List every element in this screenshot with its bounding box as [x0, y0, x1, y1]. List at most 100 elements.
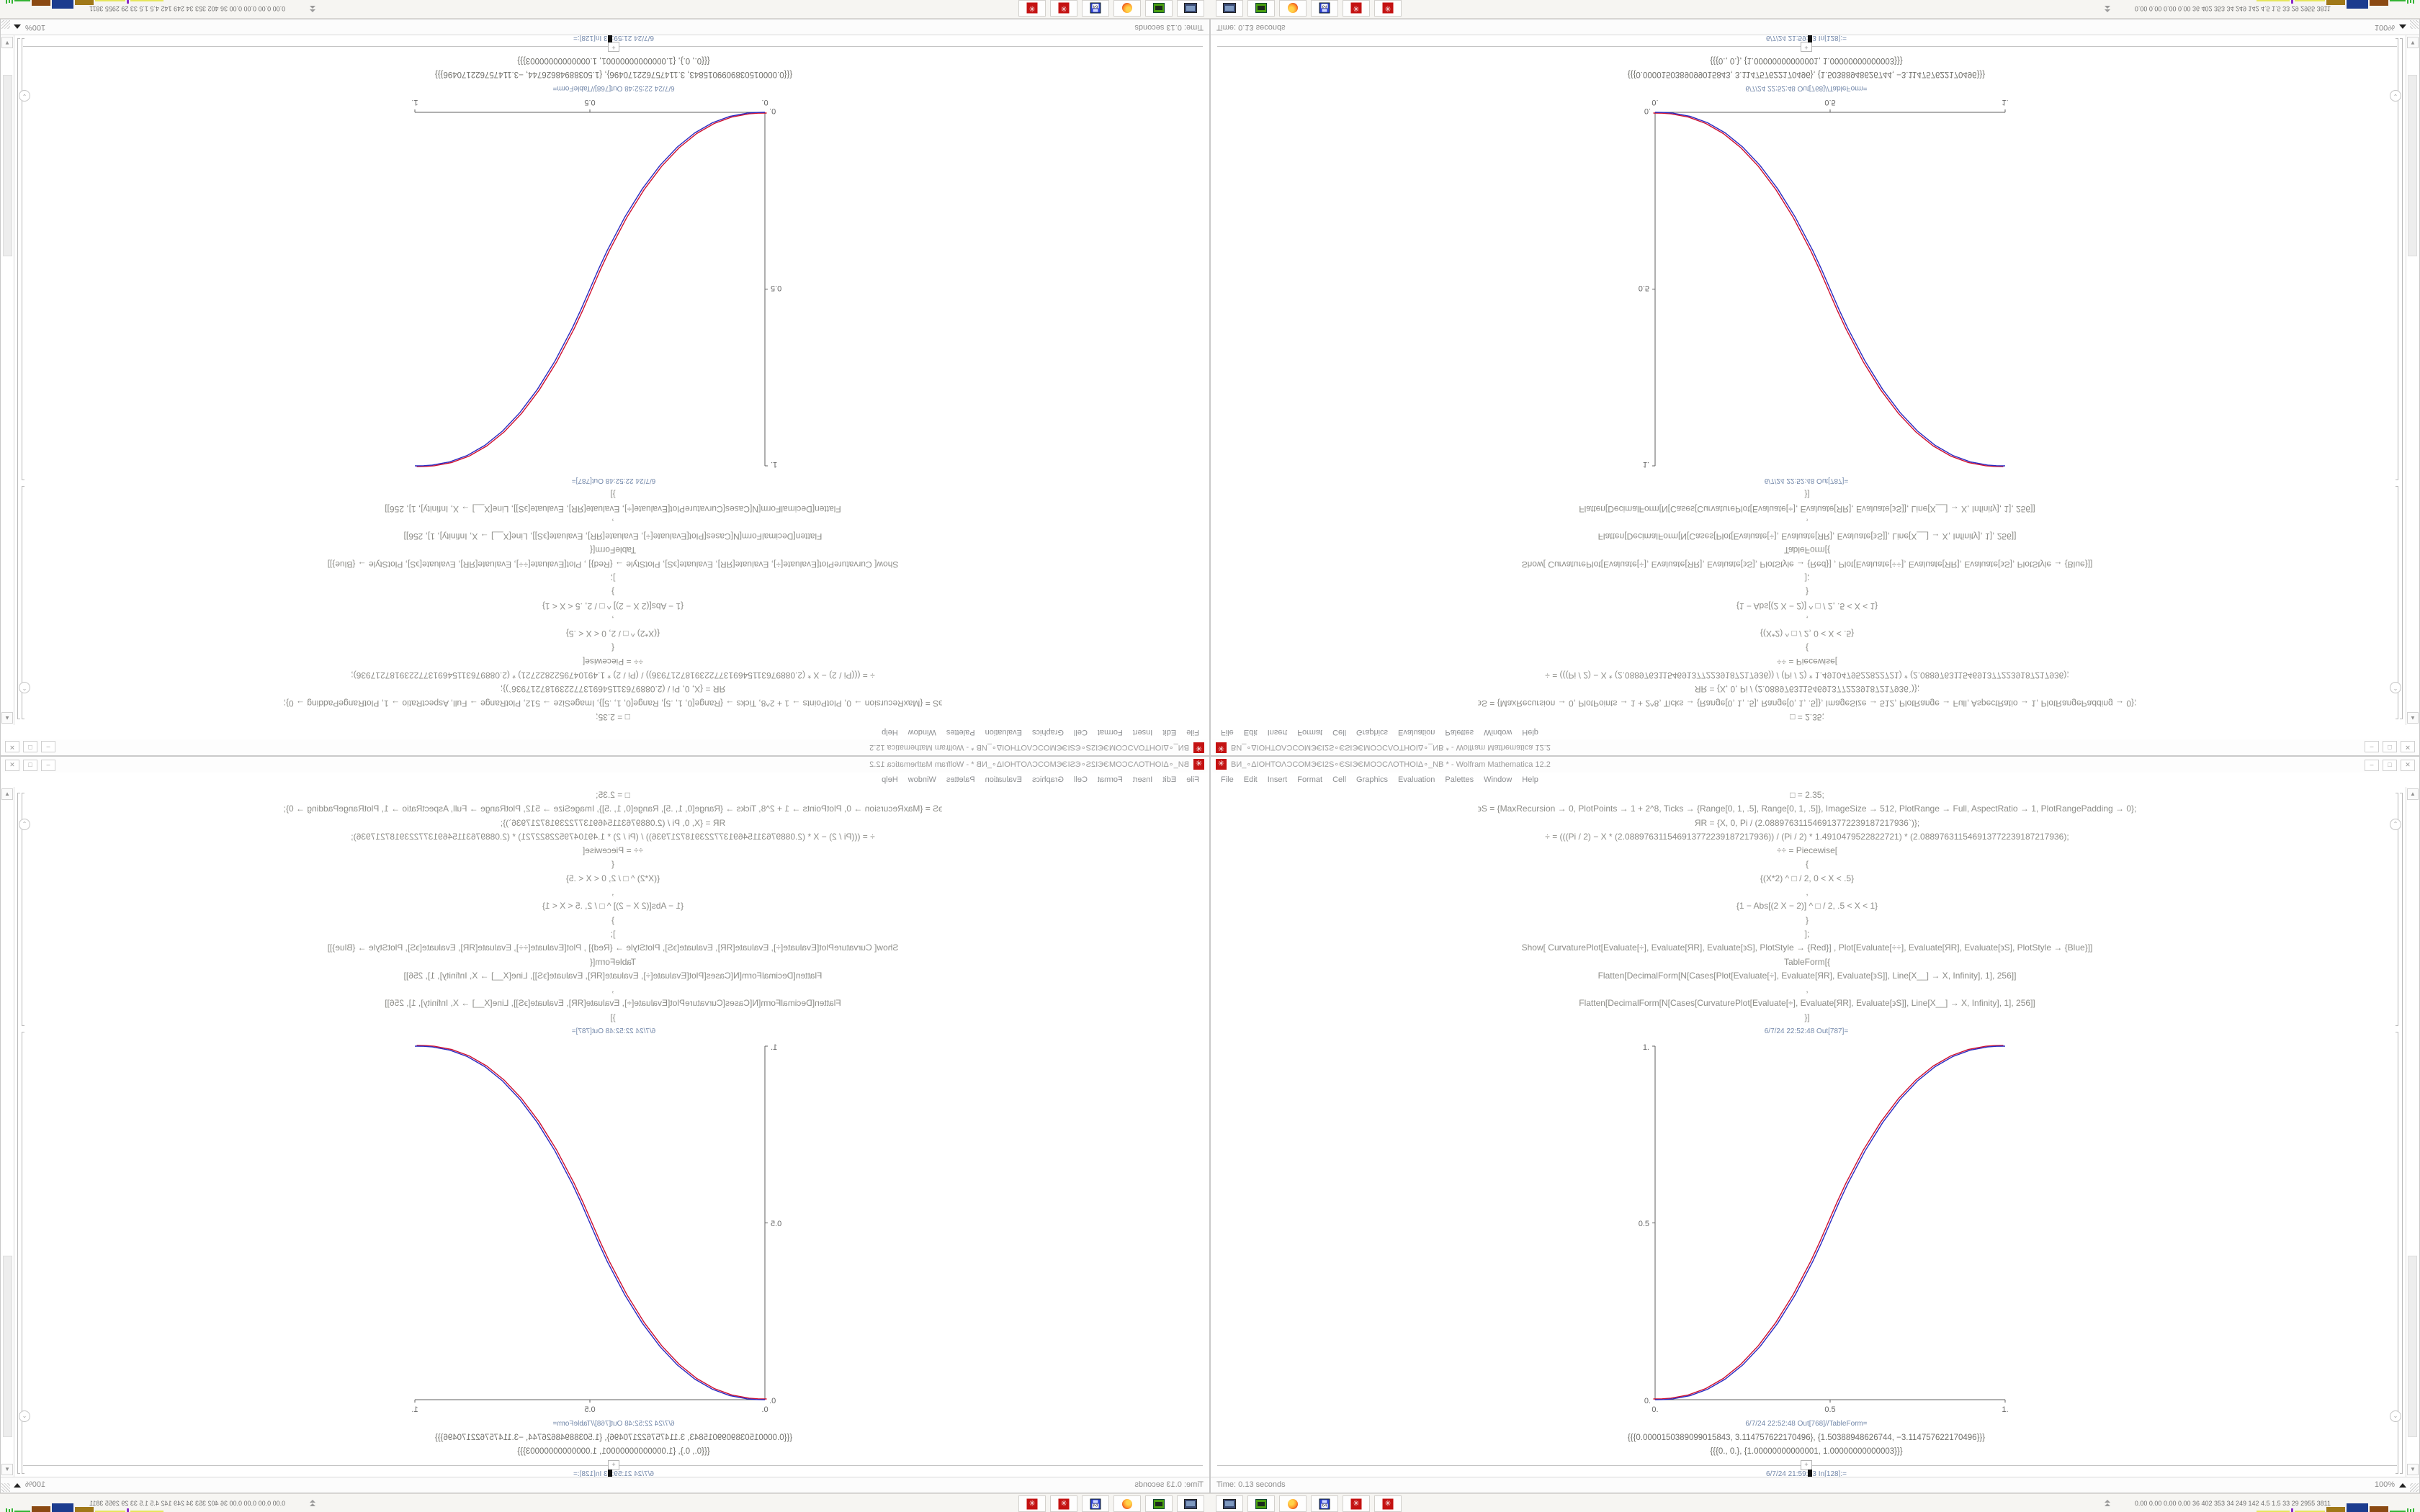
code-line[interactable]: □ = 2.35; — [596, 712, 630, 722]
insert-cell-plus-button[interactable]: + — [608, 1460, 619, 1470]
menu-item[interactable]: Help — [882, 728, 898, 737]
code-line[interactable]: TableForm[{ — [589, 545, 637, 556]
taskbar-button-system-monitor[interactable] — [1216, 1495, 1243, 1512]
notebook-content[interactable]: □ = 2.35; ϶Ѕ = {MaxRecursion → 0, PlotPoi… — [1, 787, 1209, 1477]
code-line[interactable]: , — [611, 984, 614, 995]
code-line[interactable]: ]; — [1804, 573, 1810, 584]
scroll-bottom-chevron-button[interactable]: ⌄ — [19, 1410, 30, 1422]
code-line[interactable]: ЯR = {X, 0, Pi / (2.08897631154691377223… — [1694, 684, 1920, 695]
menu-item[interactable]: File — [1221, 728, 1234, 737]
resize-grip[interactable] — [1, 20, 10, 29]
taskbar-button-system-monitor[interactable] — [1177, 1495, 1204, 1512]
code-line[interactable]: } — [611, 587, 615, 598]
close-button[interactable]: ✕ — [5, 741, 19, 752]
menu-item[interactable]: Graphics — [1356, 775, 1389, 784]
title-bar[interactable]: ✳ ВИ_∘ΔΙΟΗΤΟΛƆCOMЭЄΙ2Ѕ∘ЄЅΙЭЄMOƆCΛΟΤΗΟΙΔ∘… — [1, 757, 1209, 773]
menu-item[interactable]: Edit — [1243, 728, 1258, 737]
title-bar[interactable]: ✳ ВИ_∘ΔΙΟΗΤΟΛƆCOMЭЄΙ2Ѕ∘ЄЅΙЭЄMOƆCΛΟΤΗΟΙΔ∘… — [1, 739, 1209, 755]
scroll-down-arrow[interactable]: ▼ — [1, 1464, 13, 1475]
code-line[interactable]: {1 − Abs[(2 X − 2)] ^ □ / 2, .5 < X < 1} — [1736, 600, 1878, 611]
code-line[interactable]: ЯR = {X, 0, Pi / (2.08897631154691377223… — [500, 817, 726, 828]
magnification-arrow-icon[interactable] — [14, 24, 21, 29]
code-line[interactable]: ϶Ѕ = {MaxRecursion → 0, PlotPoints → 1 +… — [1477, 804, 2137, 814]
title-bar[interactable]: ✳ ВИ_∘ΔΙΟΗΤΟΛƆCOMЭЄΙ2Ѕ∘ЄЅΙЭЄMOƆCΛΟΤΗΟΙΔ∘… — [1211, 739, 2419, 755]
code-line[interactable]: , — [611, 614, 614, 625]
scroll-top-chevron-button[interactable]: ⌃ — [19, 819, 30, 830]
scrollbar-thumb[interactable] — [3, 1256, 12, 1437]
code-line[interactable]: {(X*2) ^ □ / 2, 0 < X < .5} — [1760, 873, 1855, 883]
code-line[interactable]: Flatten[DecimalForm[N[Cases[CurvaturePlo… — [385, 503, 841, 514]
menu-item[interactable]: Format — [1297, 775, 1323, 784]
menu-item[interactable]: File — [1221, 775, 1234, 784]
taskbar-button-mathematica-2[interactable]: ✳ — [1018, 1495, 1046, 1512]
notebook-content[interactable]: □ = 2.35; ϶Ѕ = {MaxRecursion → 0, PlotPoi… — [1211, 35, 2419, 725]
code-line[interactable]: , — [1806, 887, 1809, 898]
code-line[interactable]: ÷ = (((Pi / 2) − X * (2.0889763115469137… — [351, 670, 875, 681]
menu-item[interactable]: Help — [1522, 728, 1538, 737]
menu-item[interactable]: Evaluation — [985, 728, 1022, 737]
taskbar-button-mathematica-2[interactable]: ✳ — [1018, 0, 1046, 17]
maximize-button[interactable]: □ — [23, 760, 37, 771]
taskbar-button-firefox[interactable] — [1279, 0, 1307, 17]
code-line[interactable]: ÷÷ = Piecewise[ — [582, 845, 644, 856]
code-line[interactable]: TableForm[{ — [1783, 956, 1831, 967]
code-line[interactable]: { — [611, 642, 615, 653]
resize-grip[interactable] — [1, 1483, 10, 1492]
close-button[interactable]: ✕ — [5, 760, 19, 771]
vertical-scrollbar[interactable]: ▲ ▼ — [1, 787, 14, 1477]
code-line[interactable]: , — [1806, 614, 1809, 625]
menu-item[interactable]: File — [1186, 728, 1199, 737]
cell-group-bracket-outer[interactable] — [2402, 38, 2403, 719]
code-line[interactable]: ЯR = {X, 0, Pi / (2.08897631154691377223… — [500, 684, 726, 695]
input-cell[interactable]: □ = 2.35; ϶Ѕ = {MaxRecursion → 0, PlotPoi… — [1220, 788, 2394, 1025]
taskbar-button-mathematica-1[interactable]: ✳ — [1050, 1495, 1077, 1512]
scrollbar-thumb[interactable] — [2408, 75, 2417, 256]
insert-cell-plus-button[interactable]: + — [608, 42, 619, 52]
magnification-control[interactable]: 100% — [2374, 1480, 2395, 1489]
code-line[interactable]: { — [1805, 642, 1809, 653]
code-line[interactable]: ]; — [610, 928, 616, 939]
code-line[interactable]: TableForm[{ — [1783, 545, 1831, 556]
code-line[interactable]: {1 − Abs[(2 X − 2)] ^ □ / 2, .5 < X < 1} — [1736, 901, 1878, 912]
menu-item[interactable]: Window — [1484, 775, 1512, 784]
menu-item[interactable]: Insert — [1267, 775, 1288, 784]
input-cell[interactable]: □ = 2.35; ϶Ѕ = {MaxRecursion → 0, PlotPoi… — [26, 788, 1200, 1025]
menu-item[interactable]: Edit — [1243, 775, 1258, 784]
menu-item[interactable]: Format — [1097, 775, 1123, 784]
code-line[interactable]: } — [1805, 587, 1809, 598]
scroll-bottom-chevron-button[interactable]: ⌄ — [2390, 1410, 2401, 1422]
taskbar-button-mathematica-2[interactable]: ✳ — [1374, 1495, 1402, 1512]
magnification-control[interactable]: 100% — [25, 1480, 46, 1489]
maximize-button[interactable]: □ — [2383, 741, 2397, 752]
code-line[interactable]: □ = 2.35; — [596, 790, 630, 800]
code-line[interactable]: ]; — [1804, 928, 1810, 939]
scrollbar-thumb[interactable] — [2408, 1256, 2417, 1437]
taskbar-button-drive-utility[interactable] — [1247, 1495, 1275, 1512]
maximize-button[interactable]: □ — [23, 741, 37, 752]
code-line[interactable]: ЯR = {X, 0, Pi / (2.08897631154691377223… — [1694, 817, 1920, 828]
menu-item[interactable]: Cell — [1332, 728, 1347, 737]
taskbar-button-drive-utility[interactable] — [1145, 0, 1173, 17]
scroll-down-arrow[interactable]: ▼ — [2407, 37, 2419, 48]
code-line[interactable]: Flatten[DecimalForm[N[Cases[Plot[Evaluat… — [403, 531, 823, 542]
menu-item[interactable]: Evaluation — [985, 775, 1022, 784]
scrollbar-thumb[interactable] — [3, 75, 12, 256]
taskbar-button-firefox[interactable] — [1279, 1495, 1307, 1512]
resize-grip[interactable] — [2410, 20, 2419, 29]
menu-item[interactable]: Window — [908, 775, 936, 784]
menu-item[interactable]: Window — [908, 728, 936, 737]
menu-item[interactable]: Insert — [1132, 728, 1153, 737]
maximize-button[interactable]: □ — [2383, 760, 2397, 771]
menu-item[interactable]: Format — [1297, 728, 1323, 737]
code-line[interactable]: } — [611, 914, 615, 925]
menu-item[interactable]: Format — [1097, 728, 1123, 737]
taskbar-button-firefox[interactable] — [1113, 1495, 1141, 1512]
code-line[interactable]: , — [611, 887, 614, 898]
code-line[interactable]: Flatten[DecimalForm[N[Cases[Plot[Evaluat… — [403, 970, 823, 981]
code-line[interactable]: , — [1806, 984, 1809, 995]
scroll-down-arrow[interactable]: ▼ — [2407, 1464, 2419, 1475]
taskbar-button-firefox[interactable] — [1113, 0, 1141, 17]
scroll-up-arrow[interactable]: ▲ — [2407, 712, 2419, 724]
insert-cell-plus-button[interactable]: + — [1801, 1460, 1812, 1470]
menu-item[interactable]: Help — [1522, 775, 1538, 784]
